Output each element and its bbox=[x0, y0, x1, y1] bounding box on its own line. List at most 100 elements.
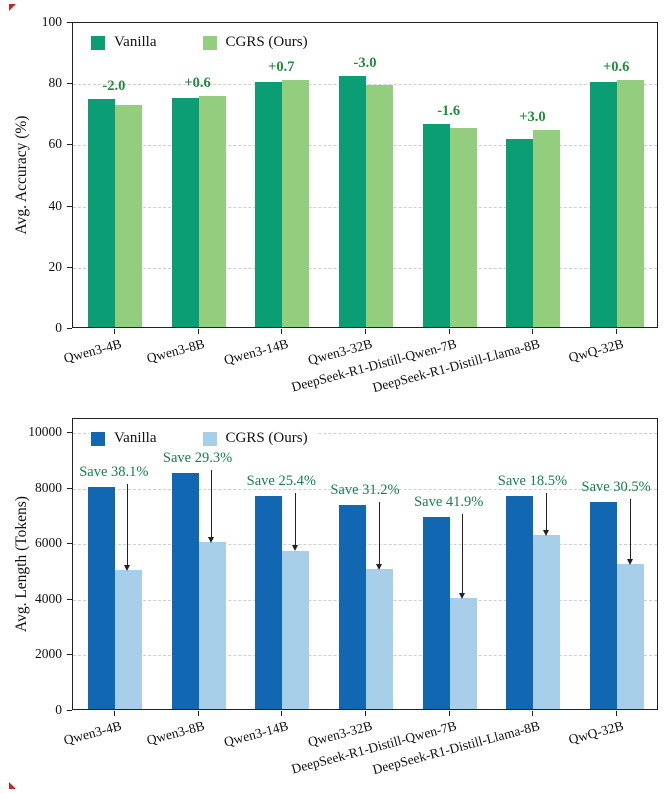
bar-cgrs bbox=[533, 535, 561, 709]
accuracy-bar-chart: Avg. Accuracy (%) Vanilla CGRS (Ours) 0 20 4… bbox=[0, 8, 668, 398]
legend-item: CGRS (Ours) bbox=[202, 34, 308, 51]
y-tick-mark bbox=[67, 22, 72, 23]
x-tick-mark bbox=[365, 711, 366, 716]
x-tick-label: QwQ-32B bbox=[566, 718, 626, 748]
delta-annotation: -3.0 bbox=[353, 55, 377, 72]
y-tick-mark bbox=[67, 266, 72, 268]
reduction-arrow-head-icon bbox=[124, 564, 131, 571]
legend-label: Vanilla bbox=[114, 430, 157, 446]
x-tick-mark bbox=[197, 711, 199, 716]
save-annotation: Save 41.9% bbox=[414, 494, 484, 511]
reduction-arrow-line bbox=[294, 493, 296, 546]
x-tick-mark bbox=[448, 329, 450, 334]
bar-cgrs bbox=[449, 128, 477, 327]
bar-cgrs bbox=[617, 80, 645, 327]
gridline bbox=[73, 432, 657, 434]
bar-vanilla bbox=[422, 517, 450, 709]
y-tick-mark bbox=[67, 543, 72, 545]
x-tick-mark bbox=[448, 711, 450, 716]
bar-vanilla bbox=[87, 99, 115, 327]
bar-vanilla bbox=[171, 97, 199, 327]
y-tick-label: 6000 bbox=[35, 535, 62, 551]
x-tick-mark bbox=[281, 711, 283, 716]
reduction-arrow-line bbox=[211, 469, 213, 538]
delta-annotation: +3.0 bbox=[519, 108, 546, 125]
bar-cgrs bbox=[366, 568, 393, 709]
legend-item: CGRS (Ours) bbox=[202, 430, 308, 447]
plot-area: Vanilla CGRS (Ours) bbox=[72, 22, 658, 328]
delta-annotation: +0.6 bbox=[184, 74, 211, 91]
bar-vanilla bbox=[339, 504, 366, 709]
reduction-arrow-line bbox=[462, 514, 464, 593]
x-tick-mark bbox=[616, 329, 618, 334]
legend-item: Vanilla bbox=[91, 430, 157, 447]
bar-vanilla bbox=[422, 123, 450, 327]
bar-vanilla bbox=[339, 76, 366, 327]
bar-cgrs bbox=[198, 542, 226, 709]
save-annotation: Save 29.3% bbox=[162, 449, 233, 466]
bar-vanilla bbox=[590, 501, 618, 709]
y-tick-mark bbox=[67, 83, 72, 85]
x-tick-label: Qwen3-4B bbox=[61, 336, 123, 366]
legend-label: CGRS (Ours) bbox=[225, 430, 308, 446]
reduction-arrow-line bbox=[378, 501, 380, 564]
reduction-arrow-head-icon bbox=[542, 530, 549, 537]
save-annotation: Save 18.5% bbox=[497, 473, 568, 490]
bar-cgrs bbox=[114, 105, 142, 327]
bar-vanilla bbox=[171, 472, 199, 709]
reduction-arrow-head-icon bbox=[208, 537, 215, 544]
y-tick-mark bbox=[67, 328, 72, 329]
save-annotation: Save 31.2% bbox=[330, 481, 400, 498]
vanilla-legend-swatch bbox=[91, 431, 105, 446]
bar-cgrs bbox=[198, 95, 226, 327]
legend: Vanilla CGRS (Ours) bbox=[89, 427, 316, 450]
reduction-arrow-head-icon bbox=[291, 545, 298, 552]
bar-cgrs bbox=[449, 597, 477, 709]
x-tick-mark bbox=[113, 329, 115, 334]
y-tick-label: 40 bbox=[48, 197, 63, 213]
x-tick-label: Qwen3-8B bbox=[145, 718, 207, 748]
cgrs-legend-swatch bbox=[202, 431, 217, 446]
x-tick-mark bbox=[113, 711, 115, 716]
cgrs-legend-swatch bbox=[202, 35, 217, 50]
x-tick-label: QwQ-32B bbox=[566, 336, 626, 366]
save-annotation: Save 25.4% bbox=[246, 473, 316, 490]
y-tick-mark bbox=[67, 431, 72, 433]
red-crop-marker-top bbox=[9, 4, 16, 11]
x-tick-label: Qwen3-4B bbox=[61, 718, 123, 748]
save-annotation: Save 30.5% bbox=[581, 478, 651, 495]
red-crop-marker-bottom bbox=[9, 782, 16, 789]
delta-annotation: -2.0 bbox=[102, 78, 126, 95]
bar-vanilla bbox=[506, 496, 534, 709]
length-bar-chart: Avg. Length (Tokens) Vanilla CGRS (Ours) 0… bbox=[0, 398, 668, 792]
y-tick-label: 0 bbox=[55, 702, 62, 717]
gridline bbox=[73, 488, 657, 490]
bar-cgrs bbox=[114, 569, 142, 709]
reduction-arrow-head-icon bbox=[459, 592, 466, 599]
y-tick-label: 60 bbox=[48, 136, 63, 152]
bar-vanilla bbox=[255, 496, 283, 709]
legend-label: CGRS (Ours) bbox=[225, 34, 308, 50]
x-tick-label: Qwen3-14B bbox=[222, 336, 291, 368]
y-tick-label: 100 bbox=[41, 14, 62, 29]
x-tick-mark bbox=[281, 329, 283, 334]
legend-item: Vanilla bbox=[91, 34, 157, 51]
reduction-arrow-line bbox=[127, 483, 129, 565]
x-tick-mark bbox=[532, 711, 534, 716]
y-tick-mark bbox=[67, 654, 72, 656]
x-tick-label: Qwen3-14B bbox=[222, 718, 291, 750]
x-tick-mark bbox=[365, 329, 366, 334]
reduction-arrow-line bbox=[629, 498, 631, 560]
y-axis-label-length: Avg. Length (Tokens) bbox=[13, 496, 30, 632]
x-tick-mark bbox=[197, 329, 199, 334]
bar-vanilla bbox=[506, 138, 534, 327]
reduction-arrow-head-icon bbox=[375, 563, 382, 570]
bar-cgrs bbox=[617, 564, 645, 709]
y-tick-mark bbox=[67, 487, 72, 489]
bar-cgrs bbox=[282, 550, 310, 709]
delta-annotation: -1.6 bbox=[437, 102, 461, 119]
save-annotation: Save 38.1% bbox=[79, 463, 149, 480]
vanilla-legend-swatch bbox=[91, 35, 105, 50]
y-axis-label-accuracy: Avg. Accuracy (%) bbox=[13, 115, 30, 235]
y-tick-label: 2000 bbox=[35, 646, 62, 662]
